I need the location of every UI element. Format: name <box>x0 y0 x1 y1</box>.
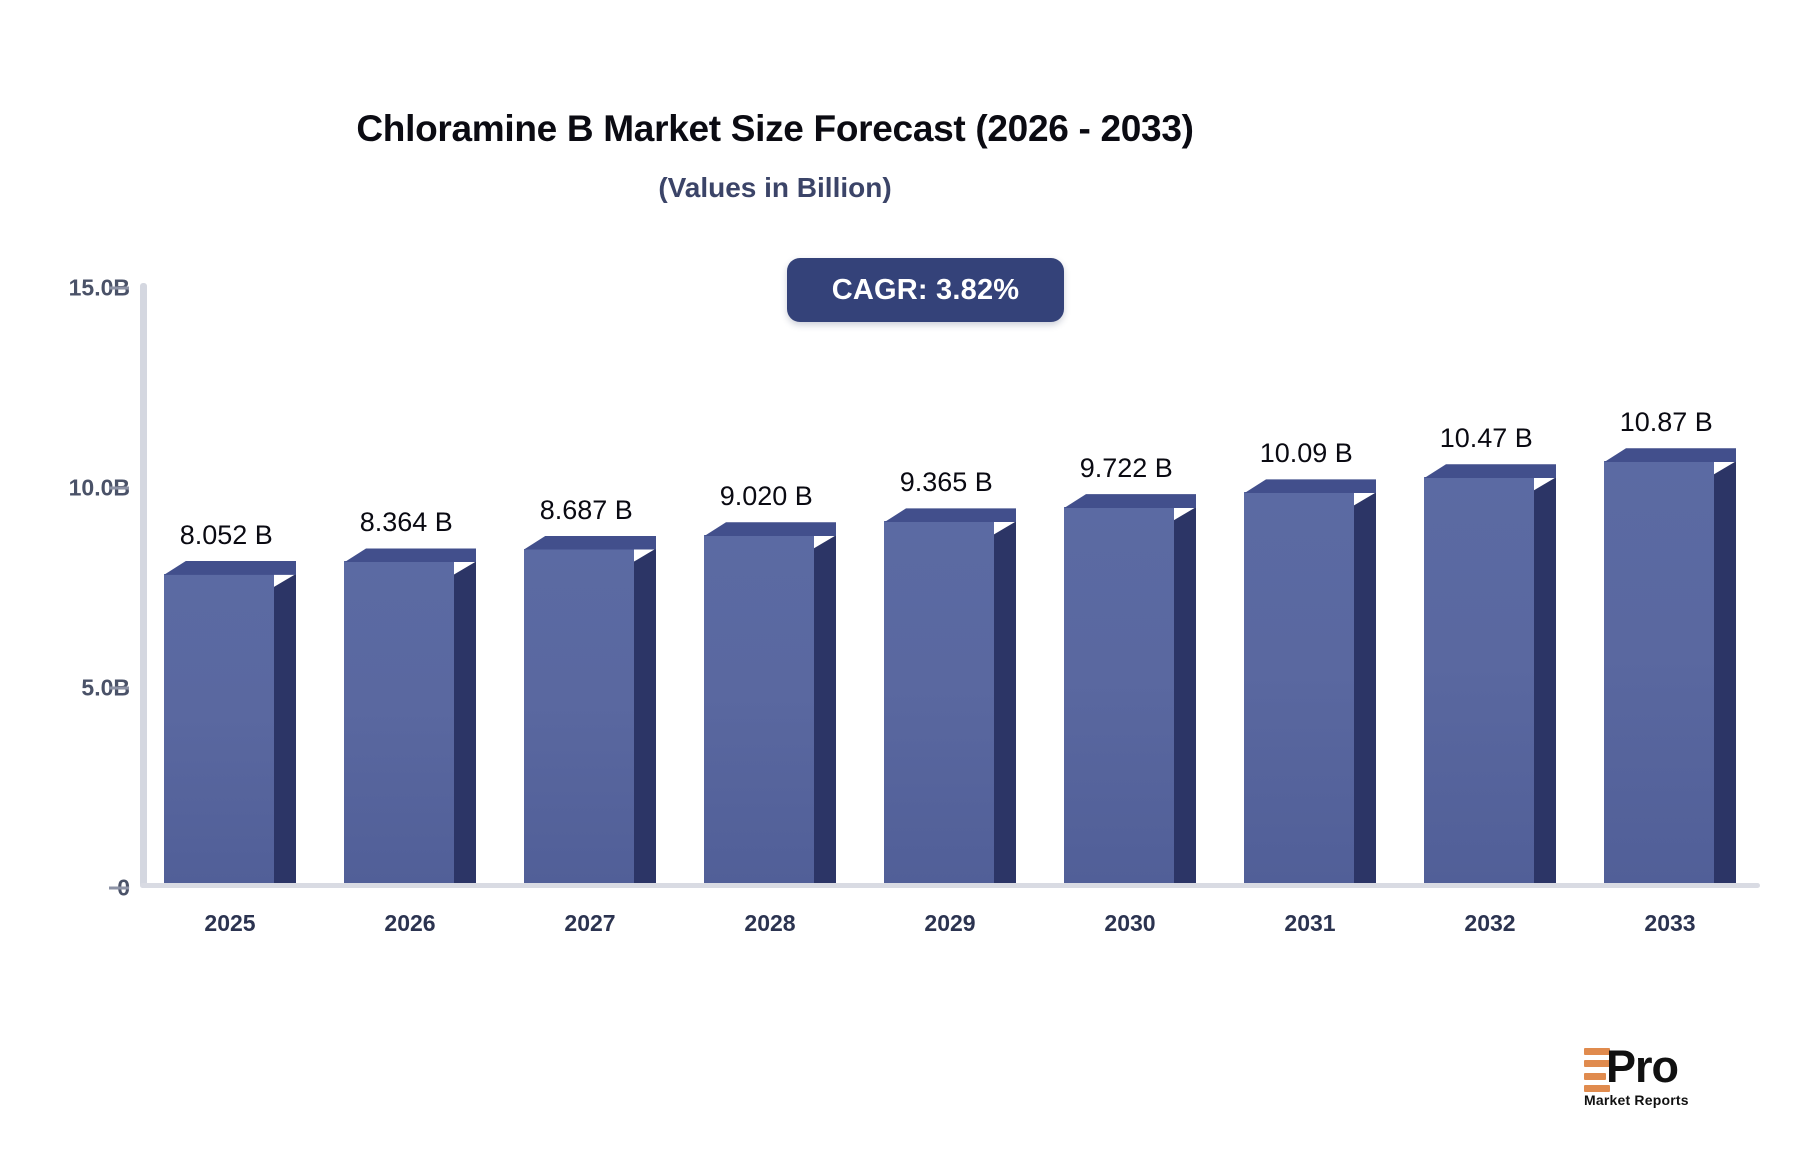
x-tick-label-2031: 2031 <box>1284 910 1336 936</box>
bar-body <box>164 560 296 883</box>
y-tick-mark <box>109 286 129 290</box>
x-tick-label-2029: 2029 <box>924 910 976 936</box>
x-tick-label-2033: 2033 <box>1644 910 1696 936</box>
bar-body <box>524 535 656 883</box>
bar-2028[interactable]: 9.020 B <box>704 481 836 883</box>
bar-top-face <box>524 535 656 550</box>
bar-side-face <box>454 561 476 883</box>
logo-wordmark: Pro <box>1606 1041 1679 1092</box>
bar-body <box>704 522 836 883</box>
bar-side-face <box>1354 492 1376 883</box>
bar-2033[interactable]: 10.87 B <box>1604 407 1736 883</box>
bar-body <box>884 508 1016 883</box>
x-tick-label-2026: 2026 <box>384 910 436 936</box>
cagr-badge-label: CAGR: 3.82% <box>831 273 1020 306</box>
y-tick-mark <box>109 686 129 690</box>
x-tick-label-2032: 2032 <box>1464 910 1516 936</box>
logo-bars-icon <box>1584 1048 1610 1092</box>
bar-side-face <box>1714 461 1736 883</box>
bar-front-face <box>524 548 634 883</box>
bar-value-label: 10.47 B <box>1439 423 1533 454</box>
bar-side-face <box>1174 507 1196 883</box>
bar-front-face <box>1604 461 1714 883</box>
bar-value-label: 8.364 B <box>359 507 453 538</box>
bar-2025[interactable]: 8.052 B <box>164 520 296 883</box>
bar-value-label: 9.722 B <box>1079 453 1173 484</box>
bar-body <box>1064 494 1196 883</box>
bar-value-label: 9.365 B <box>899 467 993 498</box>
bar-top-face <box>884 508 1016 523</box>
bar-2026[interactable]: 8.364 B <box>344 507 476 883</box>
bar-front-face <box>344 561 454 883</box>
bar-top-face <box>1604 448 1736 463</box>
bar-side-face <box>634 548 656 883</box>
chart-title: Chloramine B Market Size Forecast (2026 … <box>356 108 1194 149</box>
bar-value-label: 10.09 B <box>1259 438 1353 469</box>
bar-body <box>1604 448 1736 883</box>
bar-front-face <box>164 573 274 883</box>
bar-front-face <box>1064 507 1174 883</box>
plot-area: 8.052 B 8.364 B 8.687 B 9.020 B 9.365 B 9.722… <box>69 275 1770 936</box>
bar-top-face <box>344 548 476 563</box>
bar-body <box>1244 479 1376 883</box>
bar-front-face <box>1244 492 1354 883</box>
bar-2031[interactable]: 10.09 B <box>1244 438 1376 883</box>
cagr-badge: CAGR: 3.82% <box>787 258 1064 322</box>
bar-front-face <box>884 521 994 883</box>
bar-body <box>344 548 476 883</box>
bar-top-face <box>1244 479 1376 494</box>
pro-market-reports-logo: Pro Market Reports <box>1584 1042 1764 1114</box>
bar-front-face <box>1424 477 1534 883</box>
bar-top-face <box>1424 464 1556 479</box>
y-axis-line <box>140 283 147 888</box>
bar-top-face <box>704 522 836 537</box>
bar-side-face <box>994 521 1016 883</box>
bar-top-face <box>164 560 296 575</box>
y-tick-mark <box>109 486 129 490</box>
bar-2030[interactable]: 9.722 B <box>1064 453 1196 883</box>
chart-subtitle: (Values in Billion) <box>658 172 892 203</box>
bar-body <box>1424 464 1556 883</box>
x-tick-label-2028: 2028 <box>744 910 796 936</box>
x-tick-label-2025: 2025 <box>204 910 256 936</box>
y-tick-mark <box>109 886 129 890</box>
bar-2032[interactable]: 10.47 B <box>1424 423 1556 883</box>
bar-series: 8.052 B 8.364 B 8.687 B 9.020 B 9.365 B 9.722… <box>140 283 1760 883</box>
x-tick-label-2030: 2030 <box>1104 910 1156 936</box>
x-axis-labels: 2025 2026 2027 2028 2029 2030 2031 2032 2033 <box>140 888 1760 948</box>
bar-2027[interactable]: 8.687 B <box>524 495 656 883</box>
bar-value-label: 8.687 B <box>539 494 633 525</box>
bar-value-label: 10.87 B <box>1619 407 1713 438</box>
logo-tagline: Market Reports <box>1584 1092 1689 1108</box>
bar-front-face <box>704 535 814 883</box>
bar-value-label: 9.020 B <box>719 481 813 512</box>
bar-side-face <box>814 535 836 883</box>
x-axis-line <box>140 883 1760 888</box>
bar-side-face <box>274 573 296 883</box>
bar-2029[interactable]: 9.365 B <box>884 467 1016 883</box>
x-tick-label-2027: 2027 <box>564 910 616 936</box>
bar-value-label: 8.052 B <box>179 519 273 550</box>
bar-side-face <box>1534 477 1556 883</box>
bar-top-face <box>1064 494 1196 509</box>
